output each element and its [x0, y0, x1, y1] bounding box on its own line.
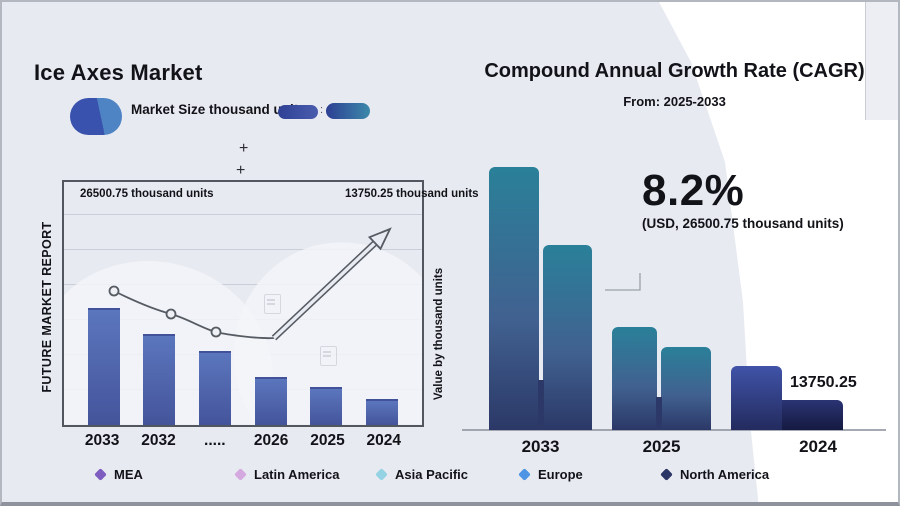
- legend-diamond-icon: [518, 468, 531, 481]
- cagr-bar: [661, 347, 711, 430]
- legend-diamond-icon: [234, 468, 247, 481]
- cagr-value: 8.2%: [642, 166, 745, 215]
- right-chart-x-tick: 2025: [642, 437, 681, 456]
- cagr-bar: [612, 327, 657, 430]
- market-size-chart: [62, 180, 424, 427]
- market-size-pill-icon: [70, 98, 122, 135]
- legend-diamond-icon: [94, 468, 107, 481]
- left-chart-annotation-left: 26500.75 thousand units: [80, 188, 214, 200]
- left-chart-x-tick: .....: [204, 432, 226, 449]
- market-size-label: Market Size thousand units: [131, 102, 306, 117]
- legend-item-europe: Europe: [518, 467, 583, 482]
- market-size-bar-2026: [254, 377, 287, 425]
- right-chart-value-label: 13750.25: [790, 374, 857, 391]
- market-size-bar-2024: [366, 399, 399, 425]
- legend-label: Europe: [538, 467, 583, 482]
- market-size-bar-2025: [310, 387, 343, 425]
- watermark-document-icon: [320, 346, 337, 366]
- legend-item-asia-pacific: Asia Pacific: [375, 467, 468, 482]
- right-chart-x-tick: 2033: [521, 437, 560, 456]
- bar-bridge: [538, 380, 544, 430]
- left-chart-x-tick: 2026: [253, 432, 289, 449]
- legend-item-mea: MEA: [94, 467, 143, 482]
- left-chart-x-tick: 2033: [84, 432, 120, 449]
- market-size-bar-2032: [143, 334, 176, 425]
- pill-separator: :: [320, 104, 324, 116]
- cagr-bar-group-2025: [612, 327, 711, 430]
- legend-label: Asia Pacific: [395, 467, 468, 482]
- cagr-bar: [731, 366, 782, 430]
- trend-marker: [165, 308, 177, 320]
- legend-label: North America: [680, 467, 770, 482]
- background-corner-strip: [865, 2, 898, 120]
- legend-pill-gradient-icon: [326, 103, 370, 119]
- cagr-value-caption: (USD, 26500.75 thousand units): [642, 216, 844, 231]
- cagr-bar: [489, 167, 539, 430]
- right-chart-y-label: Value by thousand units: [433, 267, 445, 401]
- cagr-bar-group-2024: [731, 366, 843, 430]
- market-size-bars: [64, 182, 422, 425]
- plus-mark-icon: +: [236, 162, 246, 179]
- legend-pill-dark-icon: [278, 105, 318, 119]
- left-chart-x-axis: 2033 2032..... 2026 2025 2024: [62, 432, 424, 450]
- cagr-subtitle: From: 2025-2033: [623, 94, 726, 109]
- cagr-bar: [543, 245, 592, 430]
- cagr-bar-group-2033: [489, 167, 592, 430]
- trend-line: [113, 290, 275, 340]
- watermark-document-icon: [264, 294, 281, 314]
- trend-overlay: [108, 227, 392, 341]
- trend-arrow-head: [367, 227, 392, 251]
- bar-bridge: [656, 397, 662, 430]
- legend-item-north-america: North America: [660, 467, 770, 482]
- market-size-bar-2033: [87, 308, 120, 425]
- trend-marker: [210, 326, 222, 338]
- page-title: Ice Axes Market: [34, 60, 203, 85]
- left-chart-x-tick: 2024: [366, 432, 402, 449]
- trend-arrow-shaft: [272, 241, 377, 340]
- cagr-bar: [782, 400, 843, 430]
- step-line-decoration: [605, 273, 641, 291]
- legend-diamond-icon: [375, 468, 388, 481]
- trend-marker: [108, 285, 120, 297]
- cagr-title: Compound Annual Growth Rate (CAGR): [484, 60, 865, 82]
- legend-diamond-icon: [660, 468, 673, 481]
- left-chart-x-tick: 2025: [310, 432, 345, 449]
- plus-mark-icon: +: [239, 140, 249, 157]
- right-chart-axis: [462, 429, 886, 431]
- left-chart-annotation-right: 13750.25 thousand units: [345, 188, 479, 200]
- left-chart-x-tick: 2032: [141, 432, 176, 449]
- legend-label: Latin America: [254, 467, 340, 482]
- right-chart-x-tick: 2024: [799, 437, 837, 456]
- left-chart-side-label: FUTURE MARKET REPORT: [40, 221, 54, 393]
- legend-item-latin-america: Latin America: [234, 467, 340, 482]
- market-size-bar-.....: [199, 351, 232, 425]
- legend-label: MEA: [114, 467, 143, 482]
